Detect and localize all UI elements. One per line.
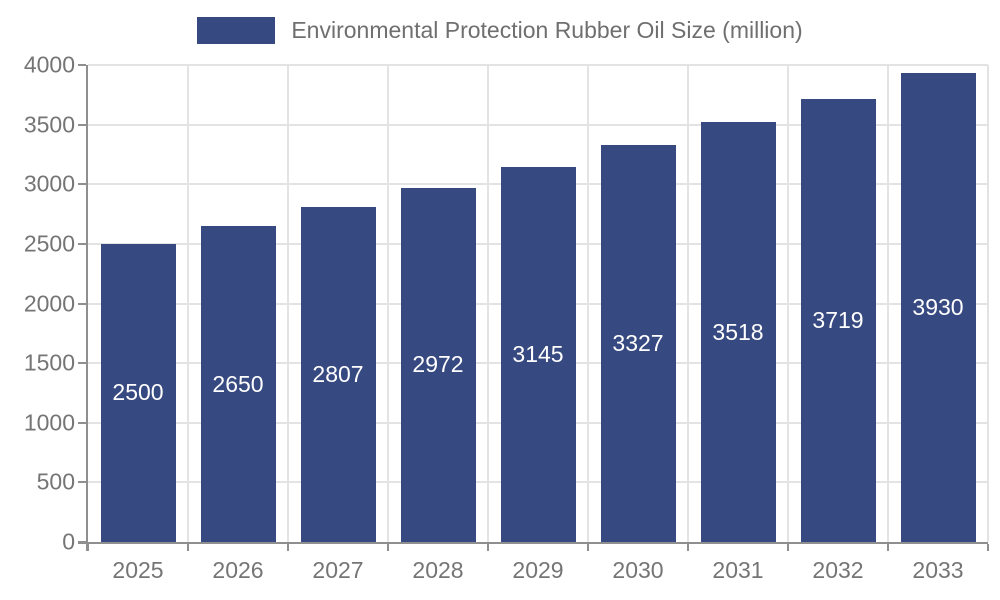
x-tick (887, 544, 889, 551)
bar-value-label: 2972 (412, 351, 464, 378)
x-tick (187, 544, 189, 551)
v-gridline (487, 65, 489, 542)
bar: 3518 (700, 122, 776, 542)
bar-value-label: 2500 (112, 379, 164, 406)
y-tick (78, 183, 86, 186)
y-tick-label: 4000 (23, 51, 75, 78)
bar-value-label: 3719 (812, 306, 864, 333)
y-tick-label: 3500 (23, 111, 75, 138)
x-tick-label: 2031 (712, 557, 764, 583)
x-tick-label: 2032 (812, 557, 864, 583)
y-tick-label: 2500 (23, 230, 75, 257)
bar: 2500 (100, 243, 176, 542)
x-tick-label: 2033 (912, 557, 964, 583)
bar: 2807 (300, 207, 376, 542)
x-tick (487, 544, 489, 551)
y-tick-label: 500 (36, 468, 75, 495)
v-gridline (287, 65, 289, 542)
y-tick (78, 123, 86, 126)
plot-area: 0 500 1000 1500 2000 2500 3000 3500 4000 2025 202… (24, 53, 989, 582)
x-tick (87, 544, 89, 551)
h-gridline (88, 64, 988, 66)
v-gridline (187, 65, 189, 542)
bar: 3145 (500, 166, 576, 542)
v-gridline (587, 65, 589, 542)
v-gridline (787, 65, 789, 542)
y-tick (78, 64, 86, 66)
bar-value-label: 3145 (512, 340, 564, 367)
bar-value-label: 3518 (712, 318, 764, 345)
x-tick (587, 544, 589, 551)
y-tick-label: 2000 (23, 290, 75, 316)
v-gridline (987, 65, 989, 542)
y-tick-label: 1500 (23, 349, 75, 376)
y-tick (78, 242, 86, 245)
x-tick (687, 544, 689, 551)
bar: 3327 (600, 145, 676, 542)
x-tick-label: 2026 (212, 557, 264, 583)
bar-value-label: 3930 (912, 294, 964, 321)
y-tick (78, 481, 86, 484)
x-tick (787, 544, 789, 551)
x-axis-line (78, 542, 988, 544)
y-tick-label: 0 (62, 528, 75, 555)
h-gridline (88, 123, 988, 126)
y-tick (78, 541, 86, 543)
bar-value-label: 2650 (212, 370, 264, 397)
bar: 2650 (200, 226, 276, 542)
v-gridline (687, 65, 689, 542)
x-tick-label: 2030 (612, 557, 664, 583)
y-tick (78, 302, 86, 305)
x-tick-label: 2028 (412, 557, 464, 583)
x-tick-label: 2027 (312, 557, 364, 583)
y-tick (78, 421, 86, 424)
bar-value-label: 3327 (612, 330, 664, 357)
y-tick-label: 1000 (23, 409, 75, 436)
x-tick-label: 2029 (512, 557, 564, 583)
x-tick (987, 544, 989, 551)
bar-value-label: 2807 (312, 361, 364, 388)
legend-swatch (197, 17, 276, 44)
bar: 3719 (800, 98, 876, 542)
y-tick (78, 362, 86, 365)
y-tick-label: 3000 (23, 170, 75, 197)
x-tick-label: 2025 (112, 557, 164, 583)
x-tick (287, 544, 289, 551)
y-axis-line (86, 65, 88, 551)
v-gridline (387, 65, 389, 542)
legend: Environmental Protection Rubber Oil Size… (0, 17, 1000, 44)
legend-label: Environmental Protection Rubber Oil Size… (291, 17, 803, 43)
bar: 2972 (400, 187, 476, 542)
bar: 3930 (900, 73, 976, 542)
x-tick (387, 544, 389, 551)
v-gridline (887, 65, 889, 542)
